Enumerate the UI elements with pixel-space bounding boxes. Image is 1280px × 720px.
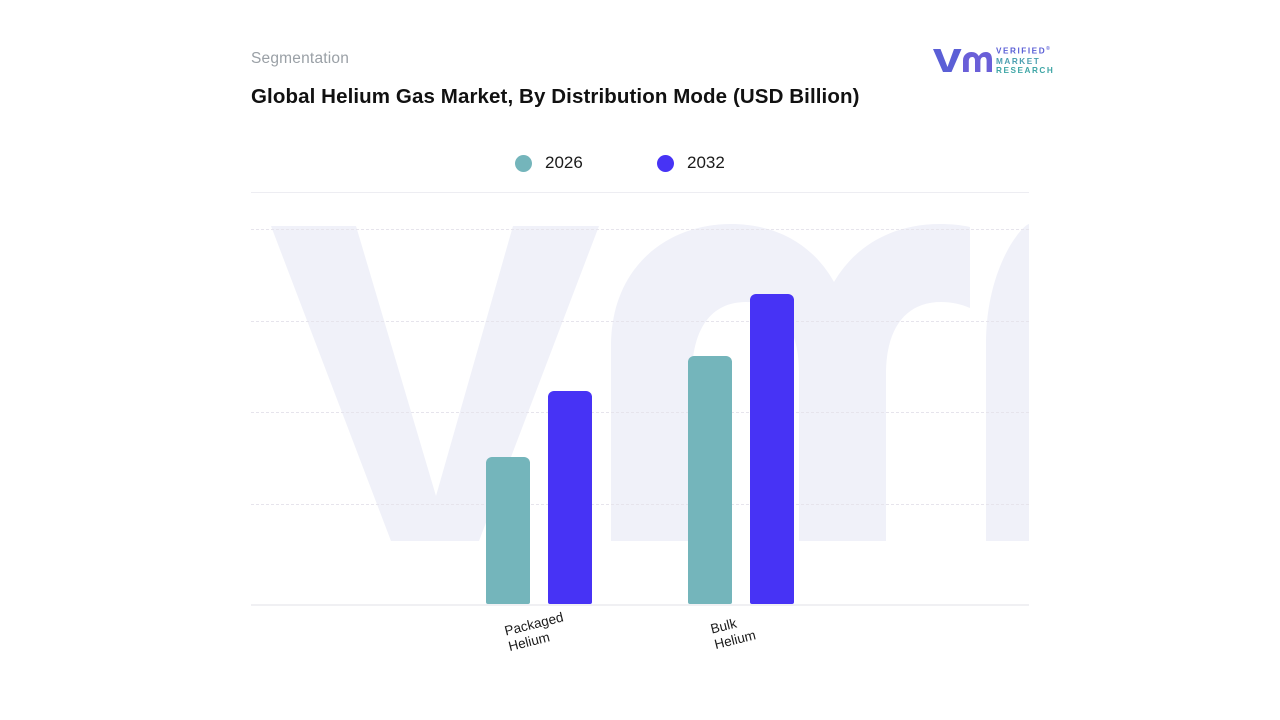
logo-line-research: RESEARCH [996,66,1055,76]
logo-line-market: MARKET [996,56,1041,66]
legend-item-2026[interactable]: 2026 [515,150,583,176]
vmr-logo-mark-icon [932,46,992,74]
segmentation-kicker: Segmentation [251,50,350,67]
x-axis-baseline [251,604,1029,606]
legend-swatch-icon [515,154,532,172]
legend-item-2032[interactable]: 2032 [657,150,725,176]
legend-label: 2032 [687,153,725,172]
chart-plot-area [251,196,1029,608]
vmr-watermark [251,196,1029,608]
page-title: Global Helium Gas Market, By Distributio… [251,85,860,108]
gridline [251,504,1029,505]
gridline [251,229,1029,230]
x-axis-label-bulk-helium: Bulk Helium [709,615,758,653]
chart-legend: 2026 2032 [251,150,1029,176]
bar-bulk-helium-2026[interactable] [688,356,732,604]
vmr-logo: VERIFIED® MARKET RESEARCH [932,44,1064,78]
bar-packaged-helium-2026[interactable] [486,457,530,604]
bar-packaged-helium-2032[interactable] [548,391,592,604]
x-axis-label-packaged-helium: Packaged Helium [503,609,565,655]
gridline [251,412,1029,413]
header-divider [251,192,1029,193]
bar-bulk-helium-2032[interactable] [750,294,794,604]
vmr-logo-text: VERIFIED® MARKET RESEARCH [996,45,1066,76]
gridline [251,321,1029,322]
legend-label: 2026 [545,153,583,172]
logo-line-verified: VERIFIED® [996,46,1050,56]
legend-swatch-icon [657,154,674,172]
registered-mark: ® [1046,46,1050,52]
